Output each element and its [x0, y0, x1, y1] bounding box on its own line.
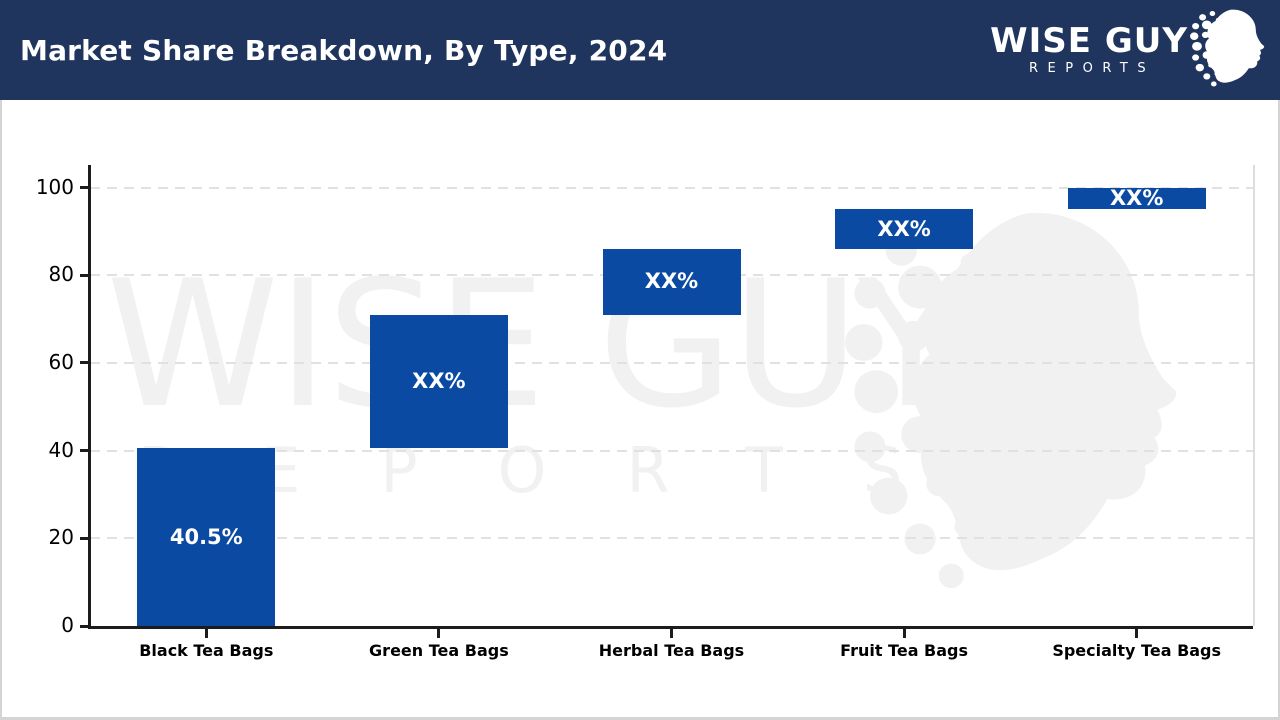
brand-name: WISE GUY	[990, 20, 1188, 61]
y-tick-label-100: 100	[35, 174, 74, 199]
x-axis-tick-4	[1135, 629, 1139, 638]
header: Market Share Breakdown, By Type, 2024 WI…	[0, 0, 1280, 100]
gridline-20	[90, 537, 1253, 540]
brand-tagline: REPORTS	[1029, 61, 1156, 77]
watermark-head-icon	[845, 212, 1177, 589]
frame-edge-left	[0, 100, 2, 720]
x-tick-label-2: Herbal Tea Bags	[598, 641, 745, 660]
y-axis-tick-80	[80, 273, 88, 277]
watermark-brand-text: WISE GUY	[106, 244, 965, 447]
bar-value-label: XX%	[877, 216, 931, 241]
x-tick-label-1: Green Tea Bags	[369, 641, 509, 660]
y-tick-label-80: 80	[48, 262, 74, 287]
y-axis-tick-20	[80, 536, 88, 540]
brand-logo: WISE GUY REPORTS	[990, 6, 1274, 94]
bar-specialty-tea-bags: XX%	[1067, 185, 1206, 210]
page-title: Market Share Breakdown, By Type, 2024	[20, 33, 668, 67]
x-axis-tick-1	[437, 629, 441, 638]
x-axis-tick-2	[670, 629, 673, 638]
x-axis-tick-0	[204, 629, 208, 638]
y-axis	[88, 165, 91, 629]
y-axis-tick-0	[80, 624, 88, 628]
x-tick-label-4: Specialty Tea Bags	[1052, 641, 1222, 660]
bar-herbal-tea-bags: XX%	[602, 248, 741, 315]
x-axis-tick-3	[902, 629, 906, 638]
x-tick-label-3: Fruit Tea Bags	[840, 641, 969, 660]
y-tick-label-0: 0	[61, 613, 74, 637]
gridline-60	[90, 361, 1253, 364]
head-logo-icon	[1190, 9, 1265, 87]
bar-value-label: XX%	[412, 369, 466, 394]
gridline-40	[90, 449, 1253, 452]
bar-value-label: XX%	[1109, 185, 1164, 210]
bar-fruit-tea-bags: XX%	[835, 209, 974, 249]
bar-value-label: 40.5%	[169, 524, 243, 549]
plot-right-spine	[1253, 165, 1255, 626]
bar-green-tea-bags: XX%	[369, 314, 508, 449]
y-axis-tick-60	[80, 361, 88, 365]
bar-value-label: XX%	[644, 269, 699, 294]
brand-text: WISE GUY REPORTS	[990, 20, 1188, 77]
y-tick-label-60: 60	[48, 349, 74, 374]
frame-edge-right	[1278, 100, 1280, 720]
y-tick-label-20: 20	[48, 525, 74, 550]
y-axis-tick-40	[80, 449, 88, 453]
y-tick-label-40: 40	[48, 437, 74, 462]
x-axis	[88, 626, 1253, 629]
gridline-100	[90, 186, 1253, 189]
bar-black-tea-bags: 40.5%	[137, 448, 276, 626]
x-tick-label-0: Black Tea Bags	[139, 641, 274, 660]
frame-edge-bottom	[0, 717, 1280, 720]
y-axis-tick-100	[80, 186, 88, 189]
